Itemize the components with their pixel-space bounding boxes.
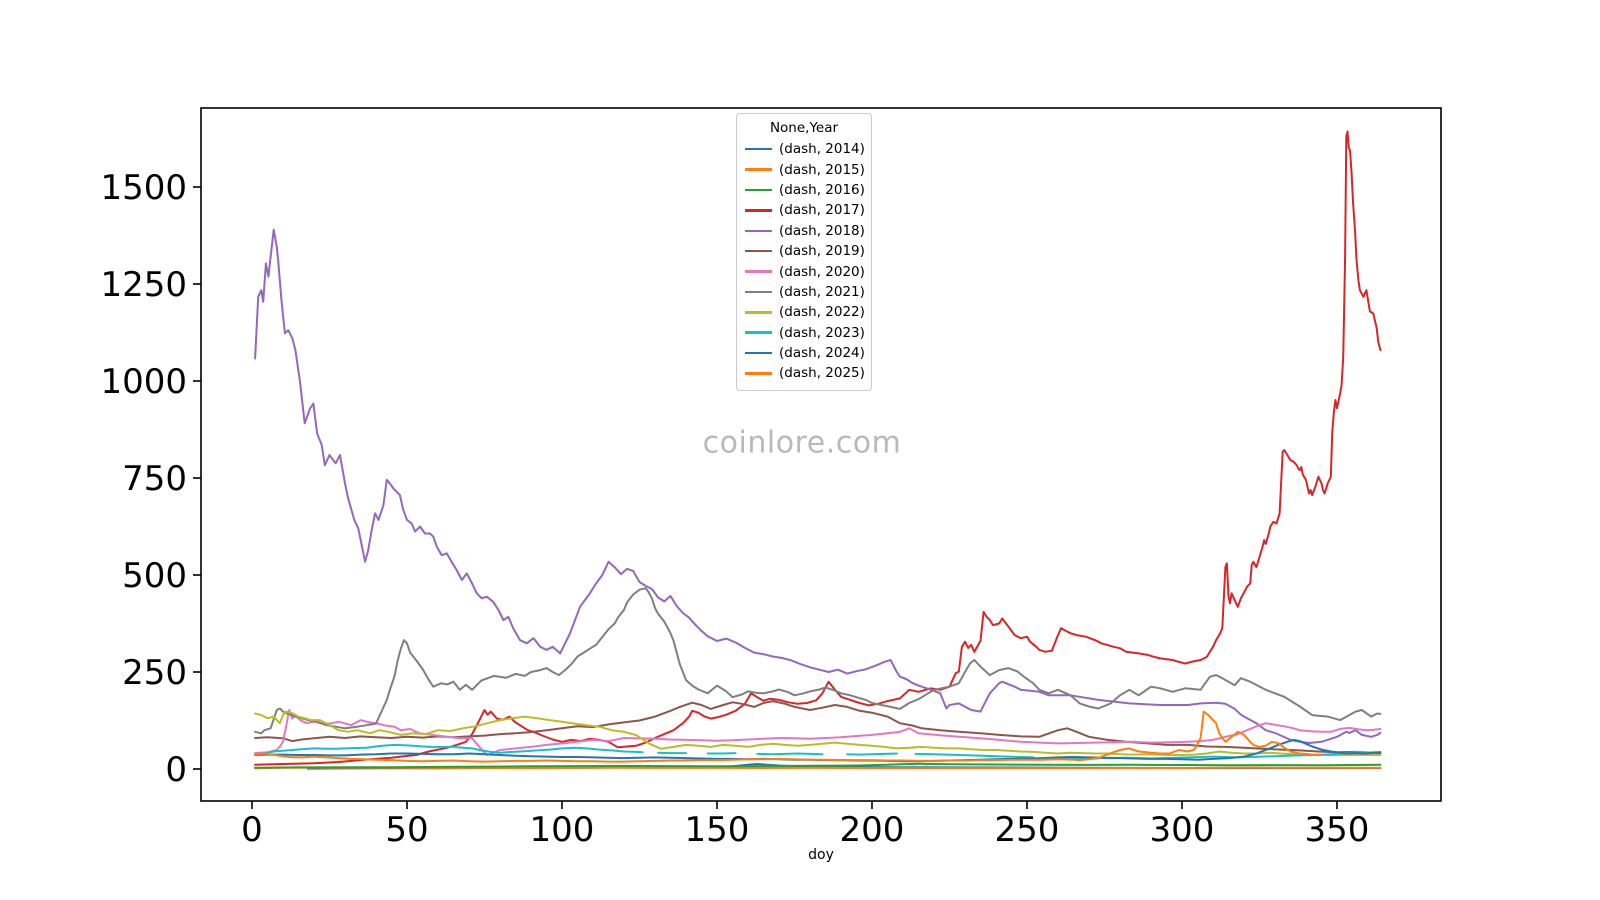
legend-item-label: (dash, 2019)	[779, 243, 865, 260]
legend-item: (dash, 2017)	[745, 200, 865, 220]
legend-item-label: (dash, 2020)	[779, 263, 865, 280]
x-tick-label: 100	[530, 810, 595, 850]
series-line-dash2025	[254, 710, 1323, 763]
legend-line-swatch	[745, 188, 772, 192]
legend-item-label: (dash, 2018)	[779, 222, 865, 239]
y-tick-label: 1500	[100, 168, 187, 208]
x-tick-label: 50	[385, 810, 428, 850]
legend-items: (dash, 2014) (dash, 2015) (dash, 2016) (…	[745, 139, 865, 384]
plot-area-border	[200, 107, 1442, 802]
legend-item: (dash, 2025)	[745, 363, 865, 383]
series-line-dash2021	[254, 587, 1382, 735]
legend-item: (dash, 2020)	[745, 261, 865, 281]
x-tick-label: 0	[241, 810, 263, 850]
legend-line-swatch	[745, 372, 772, 375]
y-tick-label: 1250	[100, 265, 187, 305]
x-tick-label: 350	[1305, 810, 1370, 850]
x-axis-label: doy	[808, 847, 834, 863]
legend-item: (dash, 2024)	[745, 343, 865, 363]
series-line-dash2022	[254, 710, 1382, 756]
x-tick-label: 150	[685, 810, 750, 850]
x-tick-label: 300	[1150, 810, 1215, 850]
legend-line-swatch	[745, 147, 772, 151]
y-tick-label: 750	[122, 459, 187, 499]
legend-item: (dash, 2016)	[745, 180, 865, 200]
legend-item: (dash, 2022)	[745, 302, 865, 322]
legend-item: (dash, 2015)	[745, 159, 865, 179]
legend-line-swatch	[745, 249, 772, 253]
y-tick-label: 1000	[100, 362, 187, 402]
x-tick-label: 250	[995, 810, 1060, 850]
legend-item-label: (dash, 2015)	[779, 161, 865, 178]
series-line-dash2024	[254, 738, 1382, 763]
x-tick-label: 200	[840, 810, 905, 850]
legend-title: None,Year	[769, 120, 839, 136]
legend-item-label: (dash, 2024)	[779, 345, 865, 362]
legend-item-label: (dash, 2025)	[779, 365, 865, 382]
legend-item: (dash, 2023)	[745, 323, 865, 343]
legend-item-label: (dash, 2021)	[779, 283, 865, 300]
legend: None,Year (dash, 2014) (dash, 2015) (das…	[736, 113, 872, 391]
legend-item-label: (dash, 2023)	[779, 324, 865, 341]
legend-line-swatch	[745, 209, 772, 212]
series-line-dash2020	[254, 709, 1382, 756]
legend-line-swatch	[745, 311, 772, 314]
y-tick-label: 500	[122, 556, 187, 596]
axis-ticks: 0 50 100 150 200 250 300 350 0 250 500 750 1000 1250 1…	[100, 168, 1369, 850]
legend-item-label: (dash, 2017)	[779, 202, 865, 219]
series-line-dash2018	[254, 228, 1382, 744]
legend-line-swatch	[745, 229, 772, 232]
series-line-dash2016	[254, 762, 1382, 769]
legend-item-label: (dash, 2016)	[779, 181, 865, 198]
y-tick-label: 0	[165, 750, 187, 790]
legend-line-swatch	[745, 270, 772, 273]
legend-item: (dash, 2018)	[745, 221, 865, 241]
legend-item: (dash, 2021)	[745, 282, 865, 302]
legend-item-label: (dash, 2022)	[779, 304, 865, 321]
y-tick-label: 250	[122, 653, 187, 693]
legend-item-label: (dash, 2014)	[779, 141, 865, 158]
watermark: coinlore.com	[702, 425, 902, 461]
series-line-dash2023	[254, 743, 1382, 760]
legend-line-swatch	[745, 331, 772, 334]
legend-line-swatch	[745, 168, 772, 171]
series-layer	[254, 130, 1382, 770]
legend-item: (dash, 2019)	[745, 241, 865, 261]
legend-item: (dash, 2014)	[745, 139, 865, 159]
legend-line-swatch	[745, 290, 772, 294]
legend-line-swatch	[745, 351, 772, 355]
series-line-dash2019	[254, 700, 1382, 755]
